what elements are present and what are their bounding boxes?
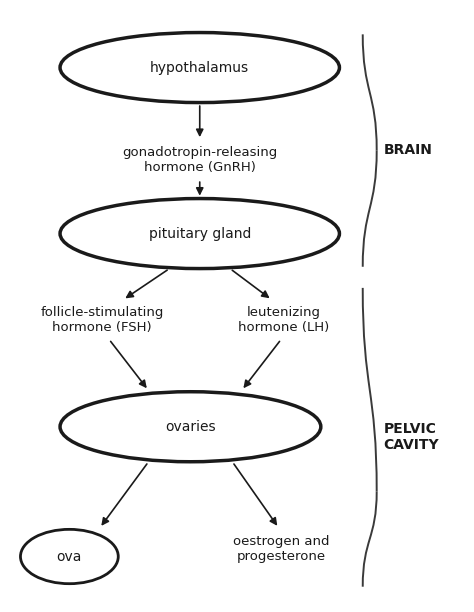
Text: PELVIC
CAVITY: PELVIC CAVITY [383, 422, 439, 452]
Text: oestrogen and
progesterone: oestrogen and progesterone [233, 536, 329, 563]
Text: pituitary gland: pituitary gland [148, 226, 251, 241]
Text: hypothalamus: hypothalamus [150, 61, 249, 75]
Text: ova: ova [57, 550, 82, 564]
Text: ovaries: ovaries [165, 420, 216, 434]
Text: BRAIN: BRAIN [383, 143, 433, 157]
Text: leutenizing
hormone (LH): leutenizing hormone (LH) [238, 306, 329, 334]
Text: gonadotropin-releasing
hormone (GnRH): gonadotropin-releasing hormone (GnRH) [122, 146, 277, 174]
Text: follicle-stimulating
hormone (FSH): follicle-stimulating hormone (FSH) [40, 306, 164, 334]
